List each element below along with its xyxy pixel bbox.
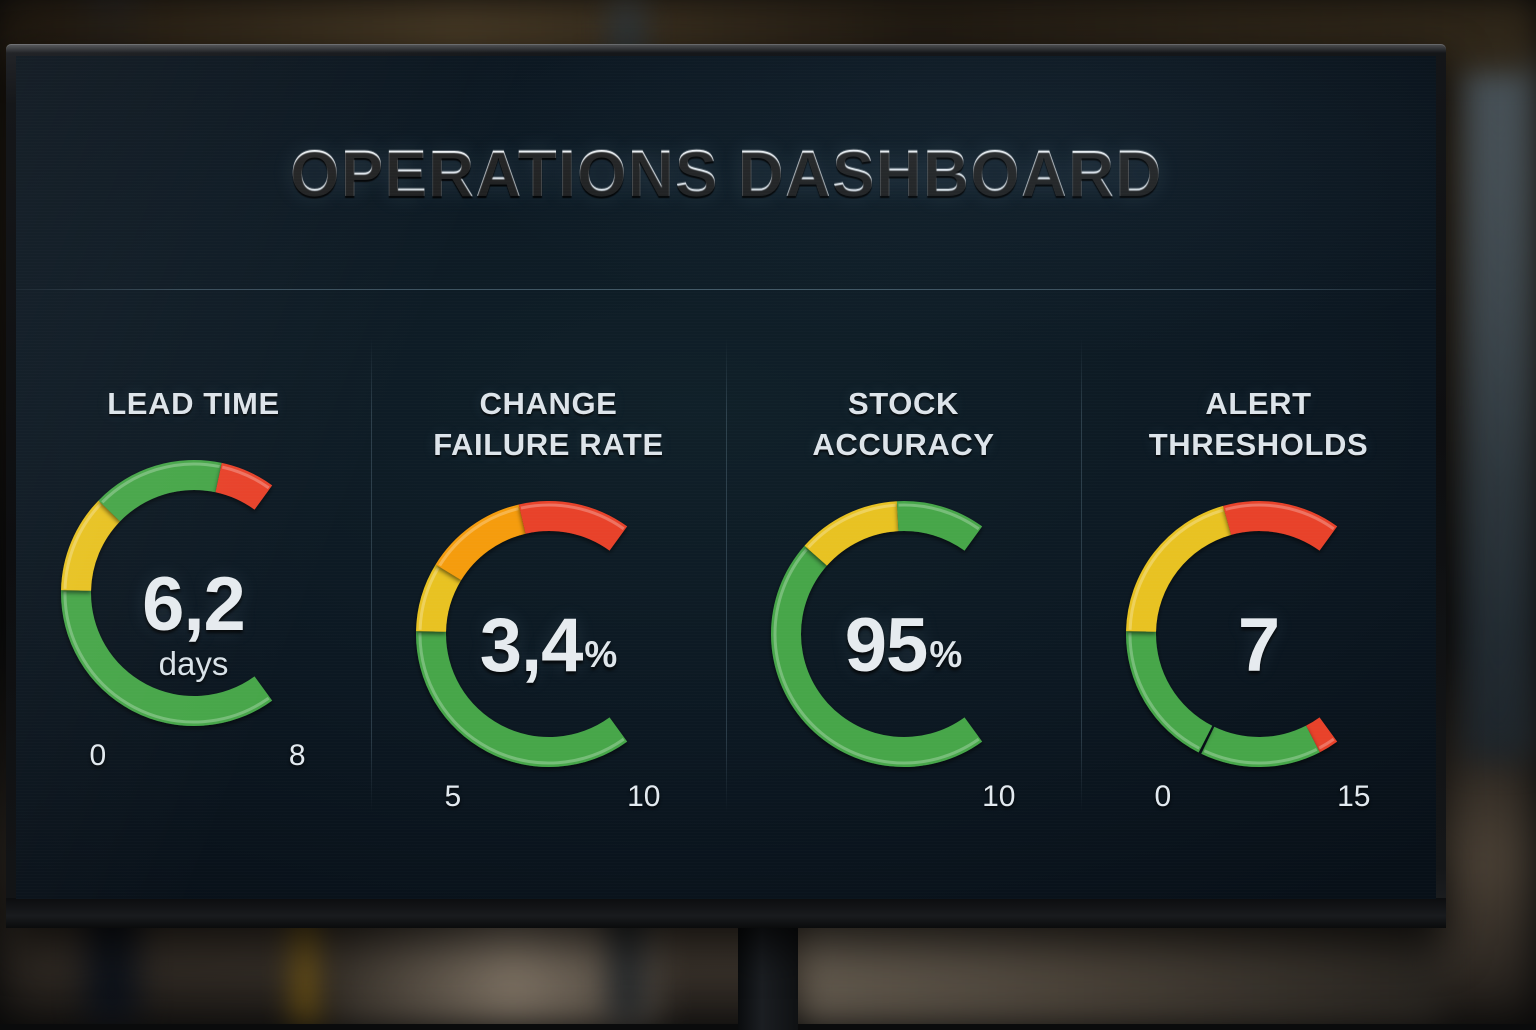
dashboard-screen: OPERATIONS DASHBOARD LEAD TIME 6,2 days 0 8… [16, 56, 1436, 899]
gauge-segment-highlight [100, 462, 220, 504]
page-title: OPERATIONS DASHBOARD [289, 135, 1163, 210]
gauge-segment-0 [770, 545, 982, 767]
gauge-segment-highlight [221, 465, 270, 489]
bezel-bottom-lip [6, 898, 1446, 928]
gauge-segment-2 [97, 459, 222, 522]
gauge-segment-highlight [418, 632, 625, 765]
gauge-segment-highlight [437, 507, 519, 567]
gauge-title-alert-thresholds: ALERT THRESHOLDS [1148, 386, 1369, 462]
gauge-card-alert-thresholds: ALERT THRESHOLDS 7 0 15 [1081, 290, 1436, 830]
gauge-title-change-failure-rate: CHANGE FAILURE RATE [433, 386, 664, 462]
gauge-segment-highlight [63, 591, 270, 724]
gauge-segment-highlight [1203, 747, 1317, 765]
gauge-segment-highlight [418, 566, 440, 630]
gauge-dial-lead-time: 6,2 days [44, 443, 344, 743]
gauge-segment-highlight [806, 503, 896, 549]
bezel-top-highlight [6, 44, 1446, 53]
gauge-tick-max-lead-time: 8 [288, 738, 306, 772]
gauge-segment-0 [60, 589, 272, 726]
gauge-segment-3 [518, 500, 627, 551]
gauge-dial-stock-accuracy: 95% [754, 484, 1054, 784]
header-divider [16, 289, 1436, 290]
gauge-tick-max-alert-thresholds: 15 [1337, 779, 1371, 813]
gauge-title-lead-time: LEAD TIME [107, 386, 280, 421]
gauge-card-lead-time: LEAD TIME 6,2 days 0 8 [16, 290, 371, 830]
gauge-segment-highlight [897, 503, 980, 530]
gauge-segment-3 [1125, 505, 1231, 632]
dashboard-header: OPERATIONS DASHBOARD [16, 56, 1436, 289]
gauge-segment-1 [415, 564, 461, 632]
gauge-tick-max-stock-accuracy: 10 [982, 779, 1016, 813]
gauge-scale-change-failure-rate: 5 10 [399, 780, 699, 826]
gauge-segment-1 [1200, 725, 1320, 767]
gauge-segment-highlight [520, 503, 625, 530]
gauge-dial-change-failure-rate: 3,4% [399, 484, 699, 784]
gauge-tick-min-alert-thresholds: 0 [1154, 779, 1172, 813]
gauge-segment-1 [804, 501, 899, 566]
gauge-segment-highlight [773, 548, 980, 765]
gauge-card-stock-accuracy: STOCK ACCURACY 95% 10 [726, 290, 1081, 830]
gauge-tick-min-lead-time: 0 [89, 738, 107, 772]
gauge-segment-highlight [1128, 508, 1223, 630]
gauge-segment-2 [435, 504, 526, 580]
gauge-segment-4 [1222, 500, 1337, 551]
gauge-scale-stock-accuracy: 10 [754, 780, 1054, 826]
gauge-segment-3 [215, 462, 272, 510]
gauge-dial-alert-thresholds: 7 [1109, 484, 1409, 784]
gauge-tick-min-change-failure-rate: 5 [444, 779, 462, 813]
monitor: OPERATIONS DASHBOARD LEAD TIME 6,2 days 0 8… [6, 44, 1446, 928]
gauge-segment-0 [1305, 717, 1337, 753]
gauge-segment-0 [415, 630, 627, 767]
gauge-segment-1 [60, 500, 120, 591]
gauge-segment-2 [896, 500, 982, 551]
gauge-segment-highlight [1317, 737, 1335, 750]
gauge-grid: LEAD TIME 6,2 days 0 8 CHANGE FAILURE RATE 3,… [16, 290, 1436, 830]
gauge-title-stock-accuracy: STOCK ACCURACY [812, 386, 995, 462]
gauge-scale-alert-thresholds: 0 15 [1109, 780, 1409, 826]
gauge-card-change-failure-rate: CHANGE FAILURE RATE 3,4% 5 10 [371, 290, 726, 830]
gauge-tick-max-change-failure-rate: 10 [627, 779, 661, 813]
gauge-segment-highlight [63, 503, 102, 589]
gauge-segment-2 [1125, 630, 1212, 753]
gauge-segment-highlight [1128, 632, 1200, 750]
gauge-segment-highlight [1224, 503, 1335, 530]
